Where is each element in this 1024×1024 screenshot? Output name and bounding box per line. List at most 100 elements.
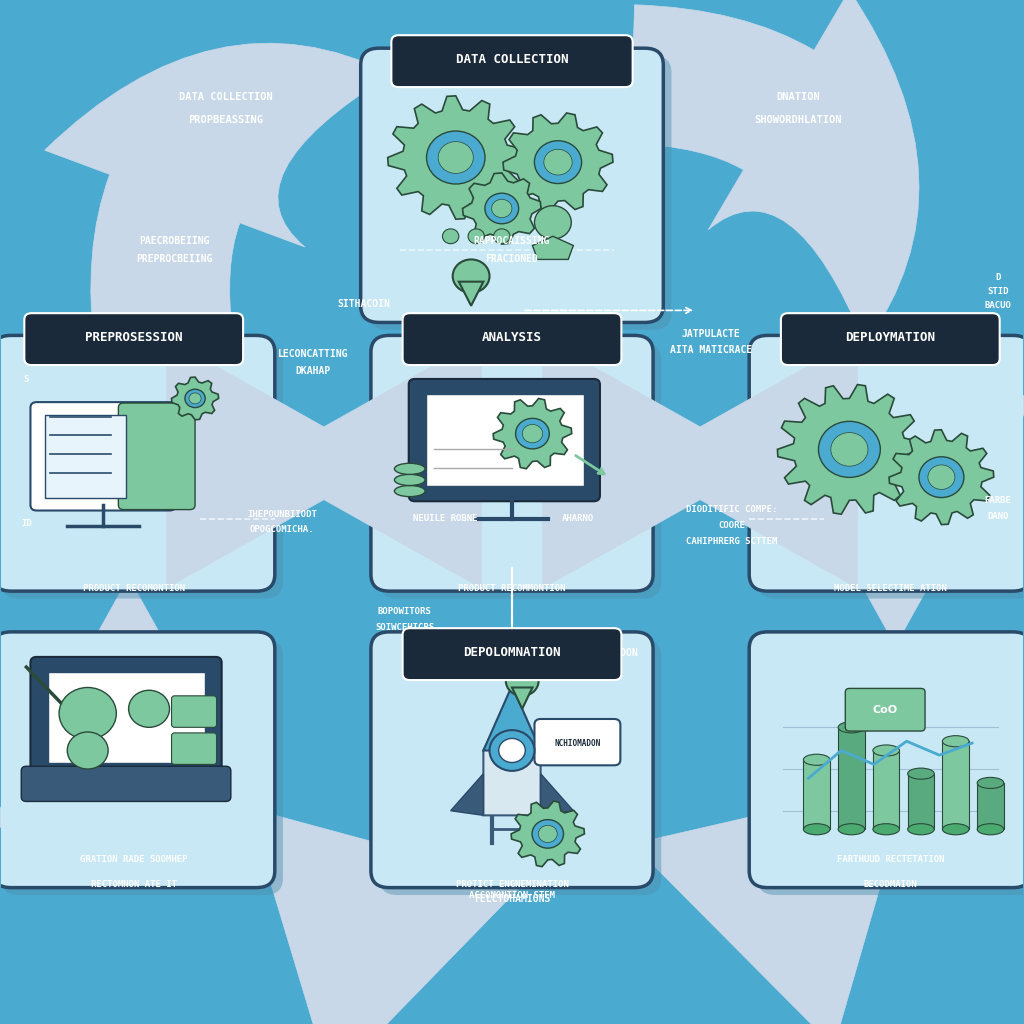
FancyBboxPatch shape — [379, 639, 662, 895]
Text: NCHIOMADON: NCHIOMADON — [554, 738, 600, 748]
Circle shape — [485, 194, 518, 224]
Text: BOPOWITORS: BOPOWITORS — [378, 607, 431, 616]
Text: DNATION: DNATION — [776, 92, 820, 102]
Polygon shape — [494, 398, 571, 469]
Circle shape — [189, 393, 201, 403]
Bar — [907, 774, 934, 829]
Polygon shape — [459, 282, 483, 306]
FancyBboxPatch shape — [402, 628, 622, 680]
FancyBboxPatch shape — [391, 35, 633, 87]
Ellipse shape — [977, 777, 1004, 788]
Circle shape — [535, 140, 582, 183]
Circle shape — [818, 421, 881, 477]
FancyBboxPatch shape — [172, 696, 216, 727]
Text: PRODUCT RECOMONTION: PRODUCT RECOMONTION — [83, 584, 184, 593]
Polygon shape — [463, 173, 541, 244]
Ellipse shape — [872, 823, 899, 835]
Text: DANO: DANO — [987, 512, 1009, 520]
Text: CAHIPHRERG SCTTEM: CAHIPHRERG SCTTEM — [686, 537, 777, 546]
FancyBboxPatch shape — [426, 394, 584, 485]
Text: PROPBEASSING: PROPBEASSING — [188, 116, 263, 126]
FancyBboxPatch shape — [1, 639, 283, 895]
Text: DEPLOYMATION: DEPLOYMATION — [845, 331, 935, 344]
Circle shape — [494, 228, 510, 244]
FancyBboxPatch shape — [379, 343, 662, 599]
Ellipse shape — [394, 474, 425, 485]
Text: S: S — [24, 376, 29, 384]
Text: PREPROCBEIING: PREPROCBEIING — [136, 254, 213, 264]
FancyBboxPatch shape — [48, 672, 205, 764]
Text: D: D — [995, 273, 1000, 283]
FancyBboxPatch shape — [371, 632, 653, 888]
Text: JATPULACTE: JATPULACTE — [682, 329, 740, 339]
Circle shape — [442, 228, 459, 244]
Text: NEARLY DEPLOYING
PROJECT LIFE CYCLE: NEARLY DEPLOYING PROJECT LIFE CYCLE — [464, 319, 560, 339]
FancyBboxPatch shape — [31, 402, 176, 511]
Circle shape — [830, 432, 868, 466]
Text: FELCTOHAMIONS: FELCTOHAMIONS — [474, 894, 550, 904]
Circle shape — [468, 228, 484, 244]
Polygon shape — [483, 686, 541, 751]
Text: AITA MATICRACE: AITA MATICRACE — [671, 345, 753, 355]
FancyBboxPatch shape — [402, 313, 622, 365]
Text: BECODMAION: BECODMAION — [863, 881, 918, 889]
FancyBboxPatch shape — [0, 336, 274, 591]
Text: AHARNO: AHARNO — [562, 514, 595, 523]
Polygon shape — [388, 96, 524, 219]
Text: STID: STID — [987, 288, 1009, 296]
Circle shape — [539, 825, 557, 843]
FancyBboxPatch shape — [750, 336, 1024, 591]
FancyBboxPatch shape — [369, 55, 672, 330]
Polygon shape — [451, 774, 483, 815]
Text: CoO: CoO — [872, 705, 898, 715]
Text: PROTICT ENGNEMINATION
ACCOMONTION STEM: PROTICT ENGNEMINATION ACCOMONTION STEM — [456, 881, 568, 900]
FancyBboxPatch shape — [25, 313, 243, 365]
Polygon shape — [503, 113, 613, 211]
Circle shape — [438, 141, 473, 173]
Ellipse shape — [804, 755, 830, 765]
Polygon shape — [483, 695, 541, 815]
Text: PAECROBEIING: PAECROBEIING — [139, 236, 210, 246]
FancyBboxPatch shape — [750, 632, 1024, 888]
Circle shape — [532, 819, 563, 848]
Ellipse shape — [907, 768, 934, 779]
Polygon shape — [512, 687, 532, 709]
Text: ID: ID — [20, 519, 32, 528]
FancyBboxPatch shape — [781, 313, 999, 365]
Ellipse shape — [839, 823, 864, 835]
Circle shape — [453, 259, 489, 293]
Text: PRODUCT RECOMMONTION: PRODUCT RECOMMONTION — [459, 584, 565, 593]
Polygon shape — [171, 377, 218, 420]
Circle shape — [129, 690, 170, 727]
FancyBboxPatch shape — [758, 343, 1024, 599]
Circle shape — [522, 424, 543, 442]
Polygon shape — [532, 237, 573, 259]
FancyBboxPatch shape — [172, 733, 216, 764]
Text: RAPPOCAISSING: RAPPOCAISSING — [474, 236, 550, 246]
FancyBboxPatch shape — [409, 379, 600, 502]
Text: BACUO: BACUO — [984, 301, 1011, 310]
FancyBboxPatch shape — [845, 688, 925, 731]
FancyBboxPatch shape — [1, 343, 283, 599]
Circle shape — [68, 732, 109, 769]
Text: NCHIOMADON: NCHIOMADON — [580, 648, 639, 658]
Circle shape — [544, 150, 572, 175]
Ellipse shape — [942, 823, 969, 835]
FancyBboxPatch shape — [45, 415, 126, 498]
Circle shape — [492, 200, 512, 218]
FancyBboxPatch shape — [371, 336, 653, 591]
Circle shape — [535, 206, 571, 239]
Text: PREPROSESSION: PREPROSESSION — [85, 331, 182, 344]
FancyBboxPatch shape — [31, 657, 221, 779]
Bar — [977, 783, 1004, 829]
Text: SOIWCEHICRS: SOIWCEHICRS — [375, 623, 434, 632]
FancyBboxPatch shape — [535, 719, 621, 765]
Ellipse shape — [872, 744, 899, 756]
Text: DEPOLOMNATION: DEPOLOMNATION — [463, 646, 561, 658]
Text: IHEPOUNBIIODT: IHEPOUNBIIODT — [247, 510, 316, 519]
Text: MODEL SELECTIME ATION: MODEL SELECTIME ATION — [834, 584, 947, 593]
Bar — [872, 751, 899, 829]
Bar — [839, 727, 864, 829]
Text: ANALYSIS: ANALYSIS — [482, 331, 542, 344]
Text: SHOWORDHLATION: SHOWORDHLATION — [755, 116, 842, 126]
